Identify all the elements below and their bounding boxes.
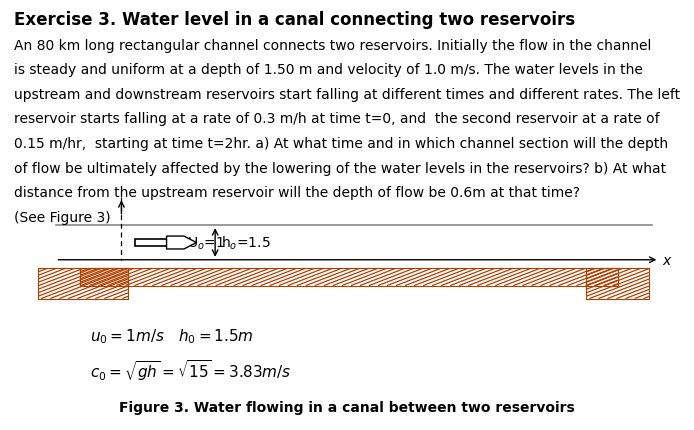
Text: h$_o$=1.5: h$_o$=1.5 [221,234,271,252]
Text: x: x [663,253,671,267]
Text: U$_o$=1: U$_o$=1 [187,235,226,251]
Text: $u_0=1m/s\quad h_0=1.5m$: $u_0=1m/s\quad h_0=1.5m$ [90,327,253,345]
Text: An 80 km long rectangular channel connects two reservoirs. Initially the flow in: An 80 km long rectangular channel connec… [14,39,651,52]
Text: is steady and uniform at a depth of 1.50 m and velocity of 1.0 m/s. The water le: is steady and uniform at a depth of 1.50… [14,63,643,77]
Text: upstream and downstream reservoirs start falling at different times and differen: upstream and downstream reservoirs start… [14,88,680,101]
Bar [80,269,618,286]
Text: reservoir starts falling at a rate of 0.3 m/h at time t=0, and  the second reser: reservoir starts falling at a rate of 0.… [14,112,659,126]
Text: of flow be ultimately affected by the lowering of the water levels in the reserv: of flow be ultimately affected by the lo… [14,161,666,175]
Text: distance from the upstream reservoir will the depth of flow be 0.6m at that time: distance from the upstream reservoir wil… [14,186,580,200]
Text: 0.15 m/hr,  starting at time t=2hr. a) At what time and in which channel section: 0.15 m/hr, starting at time t=2hr. a) At… [14,137,668,150]
Text: Figure 3. Water flowing in a canal between two reservoirs: Figure 3. Water flowing in a canal betwe… [119,400,575,414]
Text: Exercise 3. Water level in a canal connecting two reservoirs: Exercise 3. Water level in a canal conne… [14,11,575,29]
FancyBboxPatch shape [135,239,171,247]
Bar [38,269,128,299]
Bar [586,269,649,299]
Text: $c_0=\sqrt{gh}=\sqrt{15}=3.83m/s$: $c_0=\sqrt{gh}=\sqrt{15}=3.83m/s$ [90,357,291,382]
Text: (See Figure 3): (See Figure 3) [14,210,110,224]
FancyArrow shape [167,237,196,249]
